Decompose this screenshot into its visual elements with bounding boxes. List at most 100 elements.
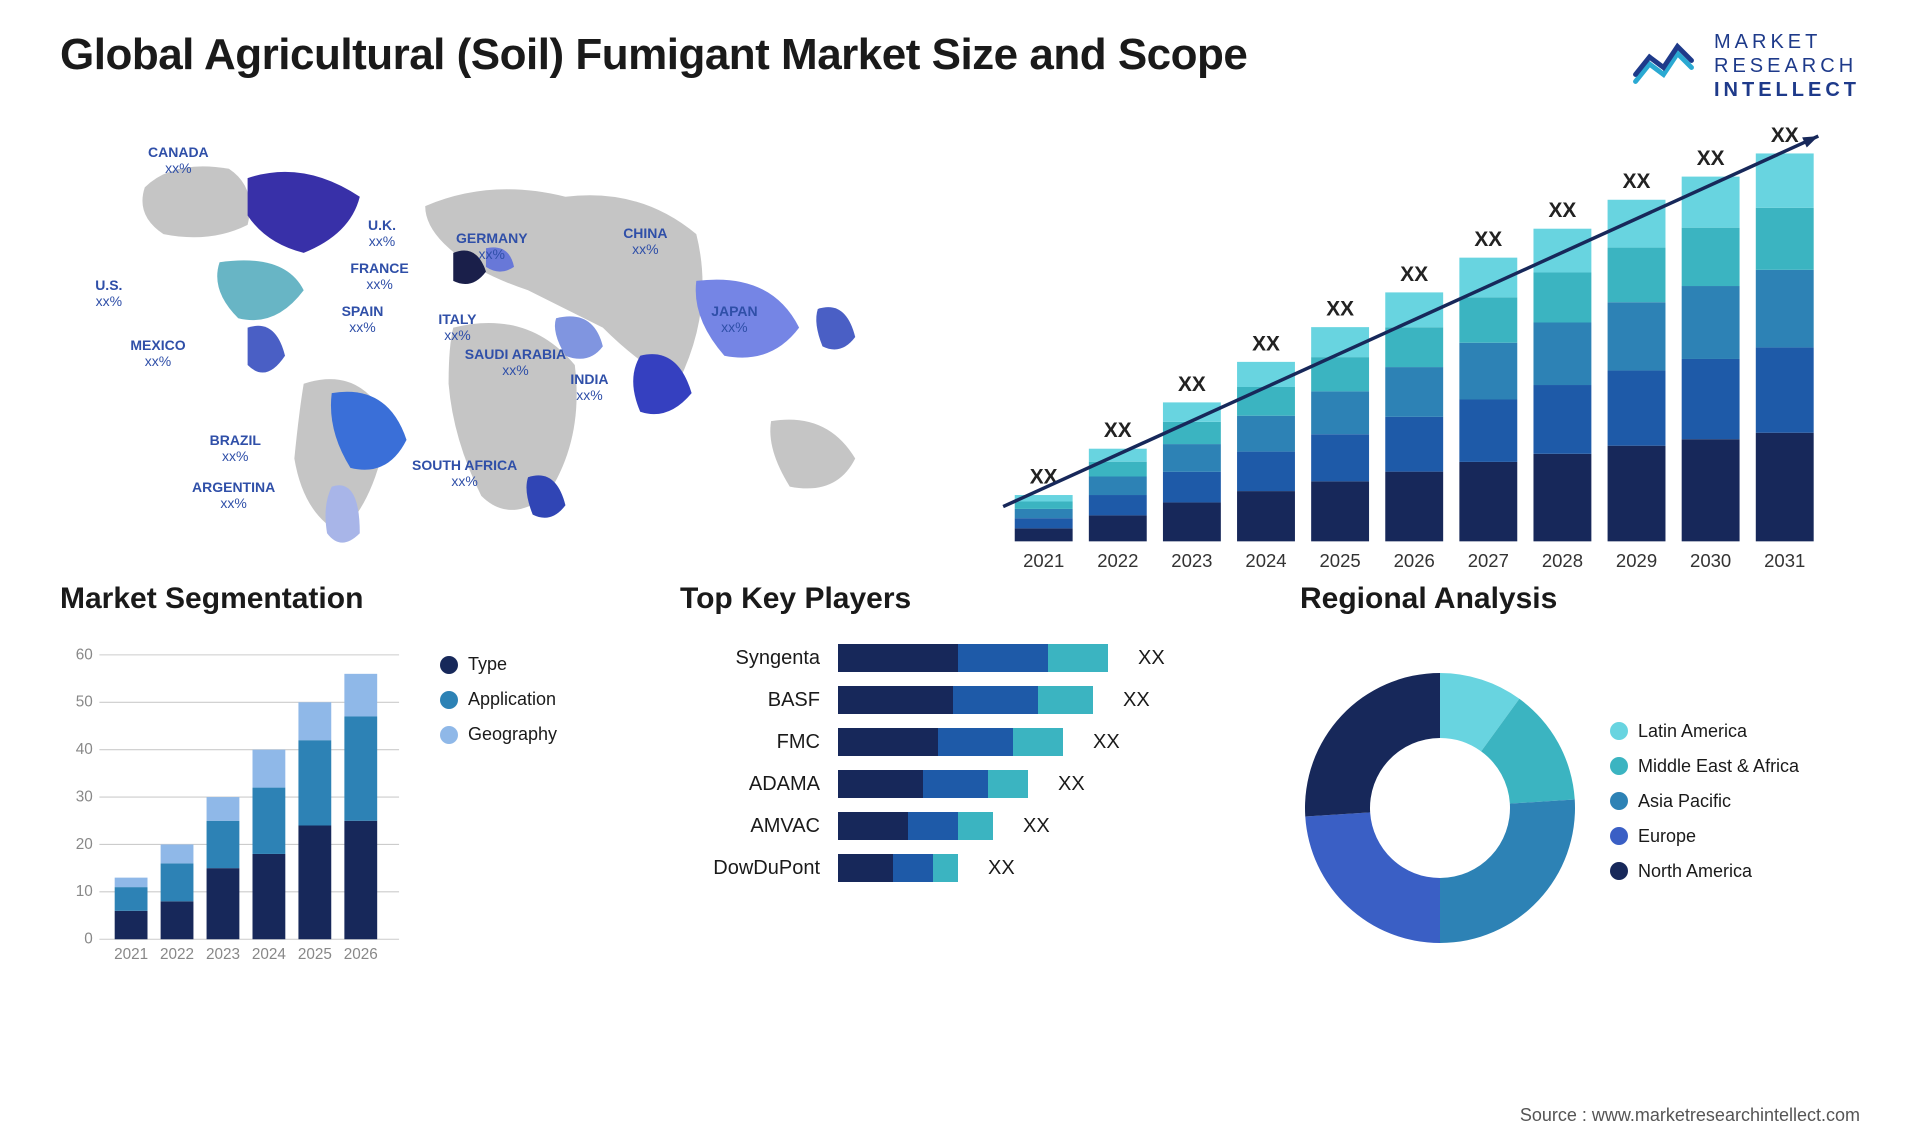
- legend-item: Europe: [1610, 826, 1860, 847]
- player-row: FMCXX: [680, 728, 1240, 756]
- legend-label: Type: [468, 654, 507, 675]
- svg-text:2022: 2022: [1097, 550, 1138, 571]
- growth-bar-chart: XXXXXXXXXXXXXXXXXXXXXX 20212022202320242…: [980, 122, 1860, 590]
- player-bar-segment: [933, 854, 958, 882]
- player-bar: [838, 686, 1093, 714]
- legend-label: Geography: [468, 724, 557, 745]
- legend-label: Asia Pacific: [1638, 791, 1731, 812]
- legend-dot-icon: [1610, 792, 1628, 810]
- player-bar-segment: [1013, 728, 1063, 756]
- player-value: XX: [1138, 647, 1165, 670]
- legend-label: Middle East & Africa: [1638, 756, 1799, 777]
- svg-text:XX: XX: [1549, 199, 1577, 222]
- svg-text:2026: 2026: [344, 946, 378, 963]
- legend-dot-icon: [1610, 862, 1628, 880]
- player-row: DowDuPont XX: [680, 854, 1240, 882]
- svg-text:2031: 2031: [1764, 550, 1805, 571]
- player-value: XX: [1058, 773, 1085, 796]
- legend-dot-icon: [440, 656, 458, 674]
- svg-text:60: 60: [76, 646, 93, 663]
- map-label: FRANCExx%: [350, 260, 408, 292]
- map-label: MEXICOxx%: [130, 337, 185, 369]
- segmentation-panel: Market Segmentation 0 10 20 30 40 50 60 2021 20…: [60, 582, 620, 982]
- player-bar-segment: [988, 770, 1028, 798]
- player-bar-segment: [908, 812, 958, 840]
- player-bar-segment: [953, 686, 1038, 714]
- map-label: BRAZILxx%: [210, 432, 261, 464]
- source-attribution: Source : www.marketresearchintellect.com: [1520, 1105, 1860, 1126]
- svg-text:2021: 2021: [114, 946, 148, 963]
- player-bar-segment: [838, 812, 908, 840]
- player-bar-segment: [1048, 644, 1108, 672]
- svg-text:30: 30: [76, 788, 93, 805]
- player-bar-segment: [923, 770, 988, 798]
- regional-panel: Regional Analysis Latin AmericaMiddle Ea…: [1300, 582, 1860, 982]
- svg-text:10: 10: [76, 883, 93, 900]
- legend-item: Latin America: [1610, 721, 1860, 742]
- svg-text:0: 0: [84, 931, 93, 948]
- svg-text:2030: 2030: [1690, 550, 1731, 571]
- svg-text:XX: XX: [1104, 419, 1132, 442]
- player-bar-segment: [838, 854, 893, 882]
- legend-item: North America: [1610, 861, 1860, 882]
- map-label: JAPANxx%: [711, 303, 757, 335]
- svg-text:XX: XX: [1252, 332, 1280, 355]
- player-bar: [838, 644, 1108, 672]
- player-bar-segment: [1038, 686, 1093, 714]
- svg-text:2024: 2024: [252, 946, 287, 963]
- legend-item: Geography: [440, 724, 620, 745]
- svg-text:2028: 2028: [1542, 550, 1583, 571]
- svg-text:XX: XX: [1326, 298, 1354, 321]
- legend-dot-icon: [1610, 827, 1628, 845]
- svg-text:2023: 2023: [1171, 550, 1212, 571]
- legend-dot-icon: [440, 691, 458, 709]
- map-label: SPAINxx%: [342, 303, 384, 335]
- svg-text:XX: XX: [1178, 373, 1206, 396]
- svg-text:40: 40: [76, 741, 93, 758]
- map-label: SAUDI ARABIAxx%: [465, 346, 566, 378]
- legend-dot-icon: [440, 726, 458, 744]
- map-label: ARGENTINAxx%: [192, 479, 275, 511]
- world-map-panel: CANADAxx%U.S.xx%MEXICOxx%BRAZILxx%ARGENT…: [60, 122, 940, 552]
- player-bar-segment: [838, 686, 953, 714]
- legend-label: Application: [468, 689, 556, 710]
- page-title: Global Agricultural (Soil) Fumigant Mark…: [60, 30, 1247, 80]
- regional-donut-chart: [1300, 668, 1580, 948]
- player-name: BASF: [680, 689, 820, 712]
- svg-text:20: 20: [76, 836, 93, 853]
- brand-logo: MARKET RESEARCH INTELLECT: [1632, 30, 1860, 102]
- player-name: DowDuPont: [680, 857, 820, 880]
- player-name: ADAMA: [680, 773, 820, 796]
- svg-text:XX: XX: [1623, 170, 1651, 193]
- svg-text:2021: 2021: [1023, 550, 1064, 571]
- map-label: SOUTH AFRICAxx%: [412, 457, 517, 489]
- player-value: XX: [1023, 815, 1050, 838]
- svg-text:50: 50: [76, 694, 93, 711]
- player-bar: [838, 728, 1063, 756]
- legend-item: Type: [440, 654, 620, 675]
- player-name: Syngenta: [680, 647, 820, 670]
- svg-text:2026: 2026: [1394, 550, 1435, 571]
- svg-text:XX: XX: [1474, 228, 1502, 251]
- player-name: AMVAC: [680, 815, 820, 838]
- players-panel: Top Key Players SyngentaXXBASFXXFMCXXADA…: [680, 582, 1240, 982]
- player-bar-segment: [838, 644, 958, 672]
- map-label: ITALYxx%: [438, 311, 476, 343]
- player-bar-segment: [838, 770, 923, 798]
- segmentation-title: Market Segmentation: [60, 582, 620, 616]
- map-label: INDIAxx%: [570, 371, 608, 403]
- svg-text:XX: XX: [1400, 263, 1428, 286]
- player-bar-segment: [958, 812, 993, 840]
- map-label: U.K.xx%: [368, 217, 396, 249]
- legend-label: Europe: [1638, 826, 1696, 847]
- regional-legend: Latin America Middle East & Africa Asia Pa…: [1610, 721, 1860, 896]
- segmentation-legend: Type Application Geography: [440, 634, 620, 982]
- map-label: CHINAxx%: [623, 225, 667, 257]
- legend-label: Latin America: [1638, 721, 1747, 742]
- player-bar-segment: [938, 728, 1013, 756]
- player-value: XX: [988, 857, 1015, 880]
- player-row: AMVAC XX: [680, 812, 1240, 840]
- player-row: ADAMA XX: [680, 770, 1240, 798]
- legend-item: Asia Pacific: [1610, 791, 1860, 812]
- player-row: BASFXX: [680, 686, 1240, 714]
